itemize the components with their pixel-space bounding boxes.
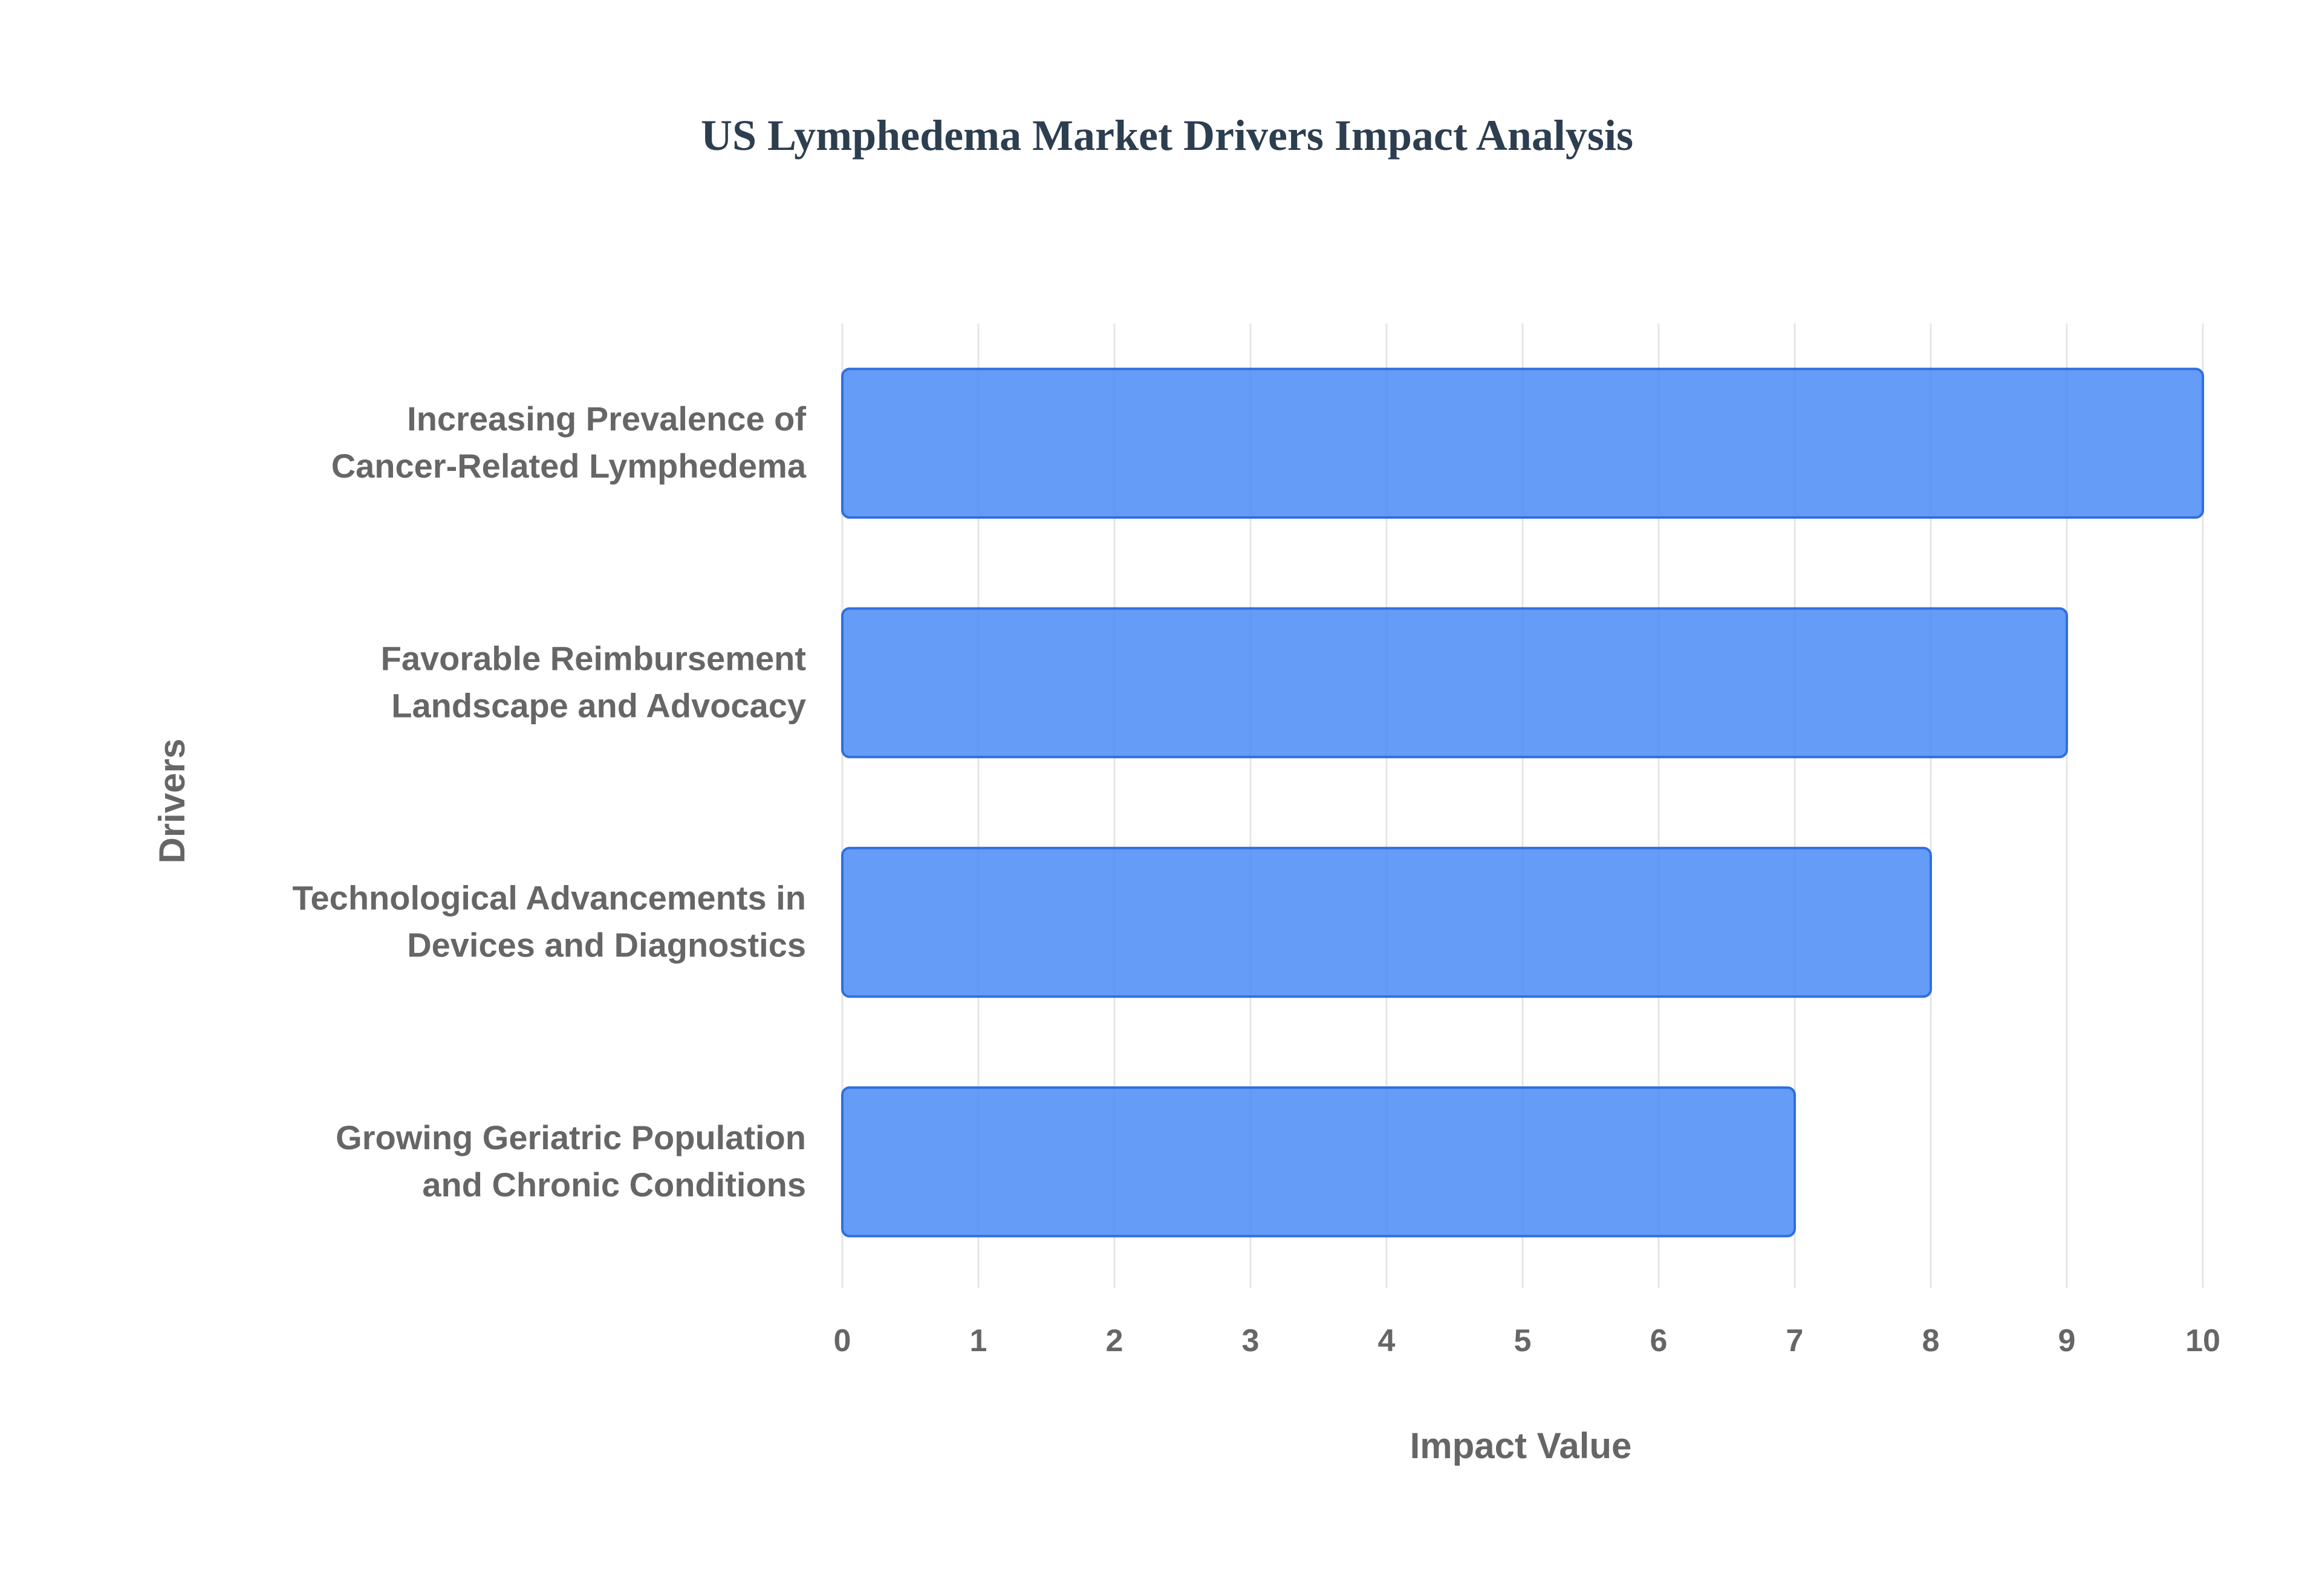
y-category-labels: Increasing Prevalence of Cancer-Related L… — [292, 400, 806, 1204]
x-tick-label: 4 — [1378, 1323, 1396, 1358]
bar — [841, 607, 2068, 759]
category-label-line: Cancer-Related Lymphedema — [331, 447, 807, 485]
category-label-line: Landscape and Advocacy — [391, 686, 806, 724]
category-label: Increasing Prevalence of Cancer-Related L… — [331, 400, 807, 485]
category-label: Favorable Reimbursement Landscape and Adv… — [381, 639, 806, 724]
x-tick-label: 0 — [834, 1323, 851, 1358]
x-tick-label: 10 — [2185, 1323, 2220, 1358]
bar — [841, 368, 2204, 519]
x-tick-label: 8 — [1922, 1323, 1940, 1358]
bar — [841, 1086, 1796, 1238]
category-label-line: and Chronic Conditions — [422, 1166, 806, 1204]
bar — [841, 846, 1932, 998]
category-label-line: Increasing Prevalence of — [407, 400, 806, 438]
x-tick-label: 1 — [970, 1323, 987, 1358]
chart-title: US Lymphedema Market Drivers Impact Anal… — [701, 111, 1633, 160]
x-tick-label: 7 — [1786, 1323, 1804, 1358]
x-tick-label: 5 — [1514, 1323, 1532, 1358]
category-label-line: Devices and Diagnostics — [407, 926, 806, 964]
bars — [841, 368, 2204, 1238]
category-label-line: Favorable Reimbursement — [381, 639, 806, 677]
x-tick-label: 2 — [1106, 1323, 1124, 1358]
x-axis-title: Impact Value — [1410, 1426, 1632, 1466]
category-label: Growing Geriatric Population and Chronic … — [336, 1118, 806, 1204]
x-tick-label: 3 — [1242, 1323, 1260, 1358]
category-label: Technological Advancements in Devices and… — [292, 879, 806, 964]
x-tick-labels: 0 1 2 3 4 5 6 7 8 9 10 — [834, 1323, 2220, 1358]
category-label-line: Technological Advancements in — [292, 879, 806, 917]
y-axis-title: Drivers — [152, 739, 192, 864]
x-tick-label: 9 — [2058, 1323, 2076, 1358]
category-label-line: Growing Geriatric Population — [336, 1118, 806, 1156]
x-tick-label: 6 — [1650, 1323, 1668, 1358]
